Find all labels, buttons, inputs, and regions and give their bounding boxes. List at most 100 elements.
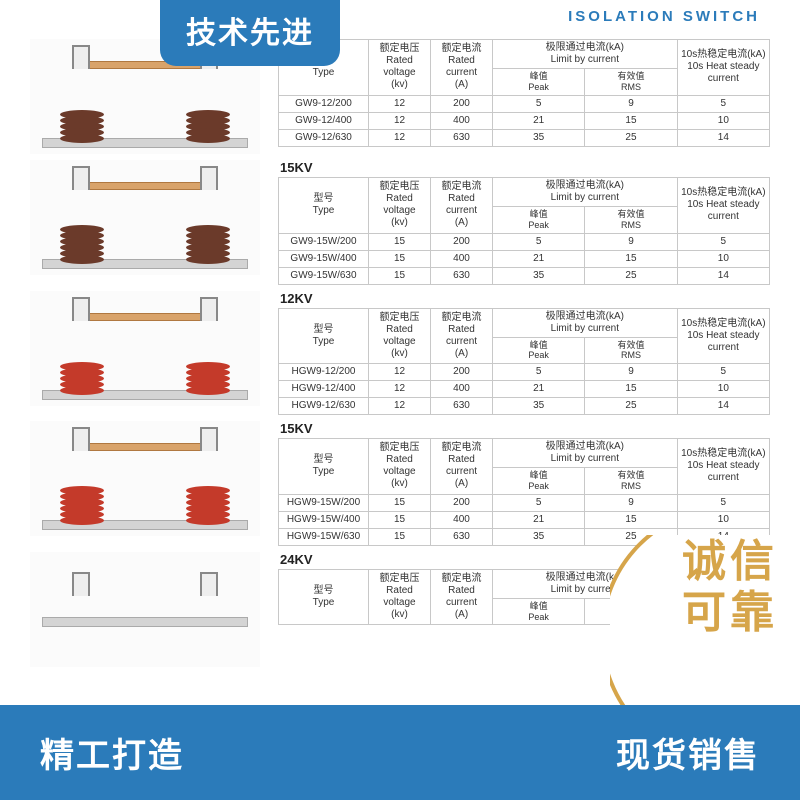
cell-rms: 25 <box>585 129 677 146</box>
bracket-left <box>72 166 90 190</box>
spec-table: 型号Type 额定电压Rated voltage(kv) 额定电流Rated c… <box>278 39 770 147</box>
product-illustration <box>30 552 260 667</box>
col-voltage: 额定电压Rated voltage(kv) <box>369 308 431 364</box>
cell-voltage: 12 <box>369 398 431 415</box>
col-peak: 峰值Peak <box>493 207 585 234</box>
cell-rms: 9 <box>585 364 677 381</box>
cell-peak: 5 <box>493 233 585 250</box>
cell-current: 630 <box>431 129 493 146</box>
insulator <box>186 110 230 140</box>
col-peak: 峰值Peak <box>493 337 585 364</box>
insulator <box>60 362 104 392</box>
cell-current: 200 <box>431 364 493 381</box>
connector-bar <box>72 313 218 321</box>
spec-table: 型号Type 额定电压Rated voltage(kv) 额定电流Rated c… <box>278 308 770 416</box>
cell-current: 630 <box>431 267 493 284</box>
col-rms: 有效值RMS <box>585 468 677 495</box>
cell-heat: 5 <box>677 364 769 381</box>
col-rms: 有效值RMS <box>585 207 677 234</box>
cell-peak: 35 <box>493 129 585 146</box>
col-type: 型号Type <box>279 569 369 625</box>
cell-current: 400 <box>431 381 493 398</box>
cell-voltage: 15 <box>369 494 431 511</box>
col-rms: 有效值RMS <box>585 337 677 364</box>
bracket-left <box>72 45 90 69</box>
cell-rms: 15 <box>585 381 677 398</box>
cell-rms: 25 <box>585 398 677 415</box>
cell-voltage: 12 <box>369 129 431 146</box>
base-plate <box>42 617 248 627</box>
cell-peak: 35 <box>493 398 585 415</box>
table-header-row: 型号Type 额定电压Rated voltage(kv) 额定电流Rated c… <box>279 308 770 337</box>
table-row: HGW9-12/40012400211510 <box>279 381 770 398</box>
bracket-right <box>200 427 218 451</box>
cell-type: GW9-15W/400 <box>279 250 369 267</box>
table-header-row: 型号Type 额定电压Rated voltage(kv) 额定电流Rated c… <box>279 439 770 468</box>
table-row: GW9-15W/40015400211510 <box>279 250 770 267</box>
cell-heat: 14 <box>677 129 769 146</box>
insulator <box>186 486 230 522</box>
table-row: HGW9-15W/63015630352514 <box>279 528 770 545</box>
insulator <box>60 486 104 522</box>
col-voltage: 额定电压Rated voltage(kv) <box>369 40 431 96</box>
col-rms: 有效值RMS <box>585 598 677 625</box>
bracket-left <box>72 572 90 596</box>
cell-rms: 15 <box>585 112 677 129</box>
col-limit-group: 极限通过电流(kA)Limit by current <box>493 308 678 337</box>
cell-peak: 21 <box>493 381 585 398</box>
insulator-fin <box>60 134 104 143</box>
col-current: 额定电流Rated current(A) <box>431 439 493 495</box>
bracket-left <box>72 427 90 451</box>
cell-rms: 25 <box>585 528 677 545</box>
product-section: 12KV 型号Type 额定电压Rated voltage(kv) 额定电流Ra… <box>30 291 770 416</box>
col-current: 额定电流Rated current(A) <box>431 569 493 625</box>
cell-type: HGW9-15W/400 <box>279 511 369 528</box>
cell-heat: 5 <box>677 233 769 250</box>
cell-voltage: 12 <box>369 112 431 129</box>
insulator-fin <box>186 134 230 143</box>
col-limit-group: 极限通过电流(kA)Limit by current <box>493 40 678 69</box>
cell-voltage: 15 <box>369 511 431 528</box>
cell-type: GW9-15W/630 <box>279 267 369 284</box>
table-header-row: 型号Type 额定电压Rated voltage(kv) 额定电流Rated c… <box>279 40 770 69</box>
cell-rms: 15 <box>585 511 677 528</box>
cell-peak: 21 <box>493 511 585 528</box>
voltage-class-label: 12KV <box>280 291 770 306</box>
cell-voltage: 15 <box>369 267 431 284</box>
cell-heat: 10 <box>677 511 769 528</box>
cell-heat: 10 <box>677 112 769 129</box>
insulator <box>60 225 104 261</box>
product-illustration <box>30 160 260 275</box>
table-row: HGW9-15W/40015400211510 <box>279 511 770 528</box>
cell-peak: 35 <box>493 267 585 284</box>
cell-voltage: 15 <box>369 250 431 267</box>
spec-table: 型号Type 额定电压Rated voltage(kv) 额定电流Rated c… <box>278 177 770 285</box>
cell-current: 200 <box>431 95 493 112</box>
col-heat: 10s热稳定电流(kA)10s Heat steadycurrent <box>677 569 769 625</box>
cell-rms: 9 <box>585 95 677 112</box>
spec-table: 型号Type 额定电压Rated voltage(kv) 额定电流Rated c… <box>278 569 770 626</box>
footer-banner: 精工打造 现货销售 <box>0 705 800 800</box>
insulator <box>60 110 104 140</box>
product-illustration <box>30 291 260 406</box>
spec-table-block: 型号Type 额定电压Rated voltage(kv) 额定电流Rated c… <box>278 39 770 147</box>
col-rms: 有效值RMS <box>585 69 677 96</box>
cell-current: 200 <box>431 494 493 511</box>
product-section: 15KV 型号Type 额定电压Rated voltage(kv) 额定电流Ra… <box>30 160 770 285</box>
col-voltage: 额定电压Rated voltage(kv) <box>369 569 431 625</box>
table-header-row: 型号Type 额定电压Rated voltage(kv) 额定电流Rated c… <box>279 569 770 598</box>
cell-voltage: 15 <box>369 528 431 545</box>
insulator-fin <box>60 386 104 395</box>
cell-current: 400 <box>431 511 493 528</box>
cell-rms: 15 <box>585 250 677 267</box>
insulator-fin <box>186 255 230 264</box>
table-row: GW9-12/40012400211510 <box>279 112 770 129</box>
voltage-class-label: 24KV <box>280 552 770 567</box>
col-peak: 峰值Peak <box>493 69 585 96</box>
spec-table: 型号Type 额定电压Rated voltage(kv) 额定电流Rated c… <box>278 438 770 546</box>
insulator-pair <box>60 486 230 522</box>
spec-table-block: 15KV 型号Type 额定电压Rated voltage(kv) 额定电流Ra… <box>278 160 770 285</box>
header-subtitle: ISOLATION SWITCH <box>568 8 760 25</box>
product-section: 15KV 型号Type 额定电压Rated voltage(kv) 额定电流Ra… <box>30 421 770 546</box>
insulator-pair <box>60 110 230 140</box>
